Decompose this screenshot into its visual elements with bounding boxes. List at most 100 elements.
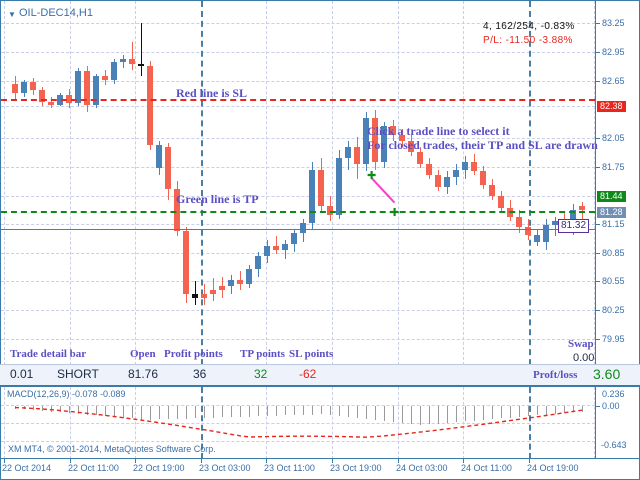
candle-body[interactable] (498, 196, 504, 208)
candle-body[interactable] (30, 82, 36, 90)
candle-body[interactable] (291, 233, 297, 244)
price-axis[interactable]: 83.25 82.95 82.65 82.05 81.75 81.15 80.85 80.55… (595, 1, 639, 385)
candle-body[interactable] (363, 118, 369, 164)
candle-body[interactable] (228, 280, 234, 286)
candle-body[interactable] (543, 225, 549, 242)
macd-bar (159, 406, 160, 420)
candle-body[interactable] (147, 66, 153, 145)
candle-body[interactable] (255, 256, 261, 269)
time-axis: 22 Oct 2014 22 Oct 11:00 22 Oct 19:00 23 Oc… (1, 458, 639, 480)
candle-body[interactable] (435, 175, 441, 187)
candle-body[interactable] (372, 118, 378, 162)
grid-line (1, 196, 595, 197)
candle-body[interactable] (390, 126, 396, 135)
candle-body[interactable] (120, 59, 126, 62)
candle-body[interactable] (12, 84, 18, 93)
candle-body[interactable] (93, 76, 99, 105)
candle-body[interactable] (129, 59, 135, 64)
candle-body[interactable] (552, 221, 558, 225)
candle-body[interactable] (354, 147, 360, 164)
candle-body[interactable] (381, 126, 387, 162)
candle-body[interactable] (264, 246, 270, 256)
take-profit-line[interactable] (1, 211, 595, 213)
macd-bar (60, 406, 61, 413)
candle-body[interactable] (417, 152, 423, 164)
candle-body[interactable] (327, 206, 333, 215)
candle-body[interactable] (336, 158, 342, 215)
click-hint-line-1: Click a trade line to select it (367, 124, 510, 138)
current-price-line[interactable] (1, 229, 595, 230)
axis-tick (596, 138, 600, 139)
bid-badge[interactable]: 81.28 (597, 207, 626, 218)
candle-body[interactable] (579, 206, 585, 210)
candle-body[interactable] (453, 170, 459, 177)
candle-body[interactable] (480, 171, 486, 185)
price-axis-label: 80.55 (602, 276, 625, 286)
candle-wick (195, 281, 196, 305)
grid-line (1, 423, 595, 424)
candle-body[interactable] (219, 286, 225, 290)
candle-body[interactable] (318, 170, 324, 206)
macd-bar (249, 406, 250, 417)
macd-bar (168, 406, 169, 420)
axis-tick (596, 339, 600, 340)
candle-body[interactable] (471, 162, 477, 171)
candle-body[interactable] (165, 147, 171, 189)
macd-signal-line (14, 406, 583, 438)
candle-body[interactable] (408, 141, 414, 152)
macd-bar (555, 406, 556, 414)
macd-bar (528, 406, 529, 417)
candle-body[interactable] (39, 90, 45, 102)
trade-close-arrow-icon[interactable]: ✚ (390, 207, 400, 219)
candle-body[interactable] (246, 269, 252, 284)
candle-body[interactable] (570, 210, 576, 227)
candle-wick (213, 278, 214, 301)
candle-body[interactable] (75, 71, 81, 103)
price-pane[interactable]: ✚ ✚ ▼ OIL-DEC14,H1 4, 162/254, -0.83% P/… (1, 1, 639, 385)
macd-axis-label-high: 0.236 (602, 389, 625, 399)
macd-pane[interactable]: MACD(12,26,9) -0.078 -0.089 0.236 0.00 (1, 386, 639, 459)
candle-body[interactable] (534, 235, 540, 242)
tp-points-value: 32 (254, 367, 268, 381)
candle-body[interactable] (21, 82, 27, 93)
macd-bar (438, 406, 439, 424)
triangle-down-icon[interactable]: ▼ (8, 10, 16, 19)
candle-body[interactable] (309, 170, 315, 223)
floating-price-box[interactable]: 81.32 (558, 219, 590, 233)
candle-body[interactable] (201, 294, 207, 298)
candle-body[interactable] (138, 64, 144, 66)
macd-bar (294, 406, 295, 416)
candle-body[interactable] (156, 145, 162, 168)
candle-body[interactable] (444, 177, 450, 187)
candle-body[interactable] (489, 185, 495, 196)
candle-body[interactable] (300, 223, 306, 233)
candle-body[interactable] (516, 217, 522, 227)
candle-body[interactable] (462, 162, 468, 170)
grid-line (266, 1, 267, 385)
trade-detail-row[interactable]: 0.01 SHORT 81.76 36 32 -62 Proft/loss 3.… (0, 364, 640, 386)
candle-body[interactable] (345, 147, 351, 158)
candle-body[interactable] (282, 244, 288, 250)
candle-body[interactable] (525, 227, 531, 235)
candle-body[interactable] (174, 189, 180, 231)
candle-body[interactable] (273, 246, 279, 250)
candle-body[interactable] (399, 135, 405, 141)
candle-body[interactable] (102, 76, 108, 80)
time-tick (266, 459, 267, 463)
time-axis-label: 23 Oct 11:00 (264, 463, 315, 473)
sl-badge[interactable]: 82.38 (597, 101, 626, 112)
candle-body[interactable] (48, 102, 54, 105)
candle-body[interactable] (183, 231, 189, 294)
candle-body[interactable] (210, 290, 216, 294)
trade-open-arrow-icon[interactable]: ✚ (367, 170, 377, 182)
candle-body[interactable] (237, 280, 243, 284)
candle-body[interactable] (111, 62, 117, 80)
tp-badge[interactable]: 81.44 (597, 191, 626, 202)
stop-loss-line[interactable] (1, 99, 595, 101)
candle-body[interactable] (84, 71, 90, 105)
col-header-open: Open (130, 348, 156, 360)
candle-body[interactable] (426, 164, 432, 175)
candle-body[interactable] (192, 294, 198, 298)
macd-bar (357, 406, 358, 418)
